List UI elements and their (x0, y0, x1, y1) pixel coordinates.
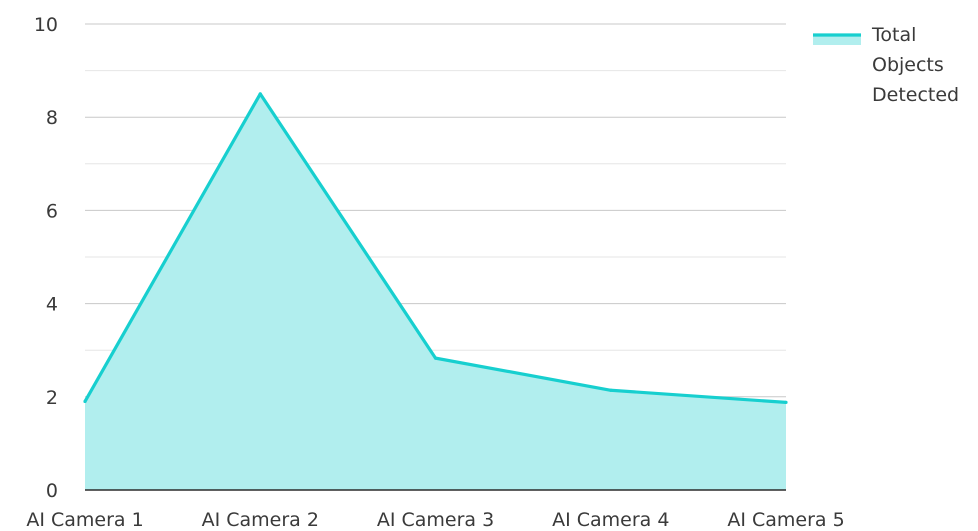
data-point[interactable] (258, 92, 262, 96)
x-tick-label: AI Camera 3 (377, 509, 494, 531)
x-tick-label: AI Camera 4 (552, 509, 669, 531)
y-tick-label: 0 (46, 480, 58, 502)
axes: 0 2 4 6 8 10 AI Camera 1 AI Camera 2 AI Camera 3… (26, 14, 844, 531)
y-tick-label: 8 (46, 107, 58, 129)
x-tick-label: AI Camera 5 (727, 509, 844, 531)
legend-label: Total (871, 24, 916, 46)
y-tick-label: 2 (46, 387, 58, 409)
y-tick-label: 10 (34, 14, 58, 36)
data-point[interactable] (83, 399, 87, 404)
y-tick-label: 6 (46, 200, 58, 222)
legend[interactable]: Total Objects Detected (813, 24, 959, 106)
legend-label: Objects (872, 54, 944, 76)
legend-label: Detected (872, 84, 959, 106)
x-tick-label: AI Camera 1 (26, 509, 143, 531)
data-point[interactable] (433, 356, 438, 360)
y-tick-label: 4 (46, 294, 58, 316)
x-tick-label: AI Camera 2 (202, 509, 319, 531)
data-point[interactable] (784, 400, 788, 404)
data-point[interactable] (609, 388, 613, 392)
plot-area (83, 92, 788, 491)
legend-swatch-fill (813, 34, 861, 45)
series-area-fill (85, 93, 786, 491)
